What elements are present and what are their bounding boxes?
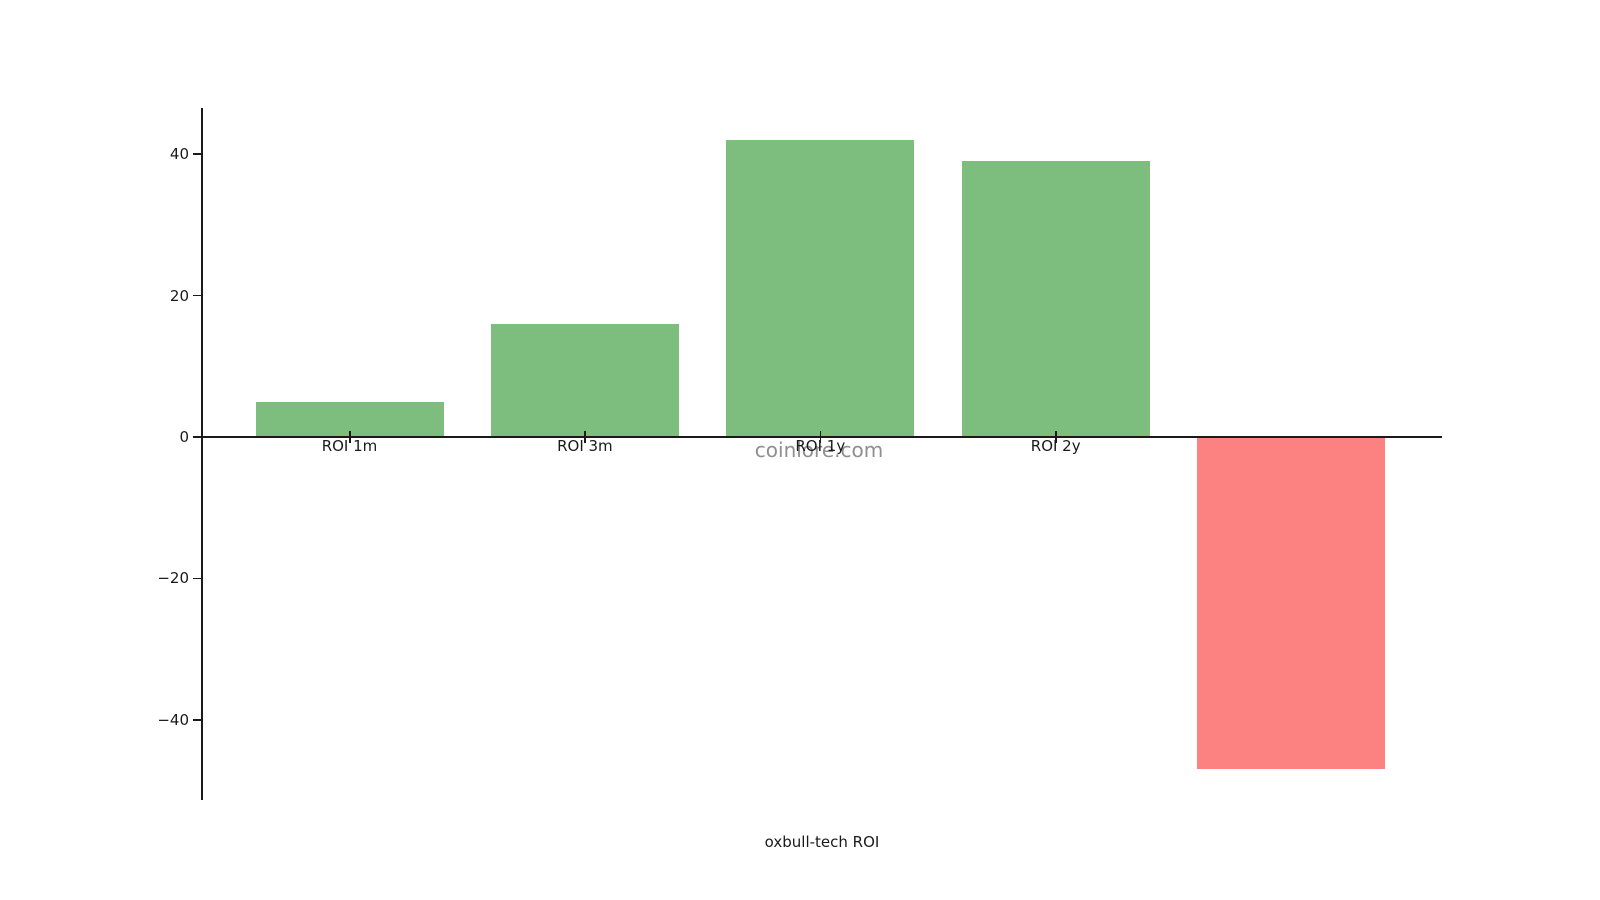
- x-tick-label: ROI 2y: [1030, 437, 1081, 455]
- y-tick-0: [193, 436, 201, 438]
- x-tick-roi-2y: [1055, 431, 1057, 443]
- chart-title: oxbull-tech ROI: [764, 833, 880, 851]
- y-tick-label: 20: [169, 286, 189, 305]
- bar-roi-3m: [490, 323, 679, 437]
- y-tick--40: [193, 719, 201, 721]
- x-tick-roi-1y: [819, 431, 822, 443]
- y-tick-label: 0: [179, 428, 189, 446]
- y-tick--20: [193, 577, 201, 580]
- y-tick-20: [193, 294, 201, 297]
- x-tick-label: ROI 1m: [321, 437, 378, 455]
- x-tick-label: ROI 3m: [557, 437, 613, 455]
- x-tick-roi-1m: [349, 431, 351, 443]
- y-axis-line: [201, 108, 203, 800]
- y-tick-40: [193, 153, 201, 155]
- y-tick-label: −40: [157, 710, 189, 729]
- watermark: coinlore.com: [754, 438, 884, 462]
- x-axis-zero-line: [201, 436, 1442, 438]
- y-tick-label: −20: [157, 569, 189, 588]
- bar-roi-2y: [961, 161, 1150, 437]
- x-tick-label: ROI 1y: [795, 437, 846, 455]
- x-tick-roi-3m: [584, 431, 586, 443]
- y-tick-label: 40: [169, 145, 189, 164]
- bar-roi-1y: [726, 140, 915, 437]
- bar-unlabeled-4: [1197, 437, 1386, 770]
